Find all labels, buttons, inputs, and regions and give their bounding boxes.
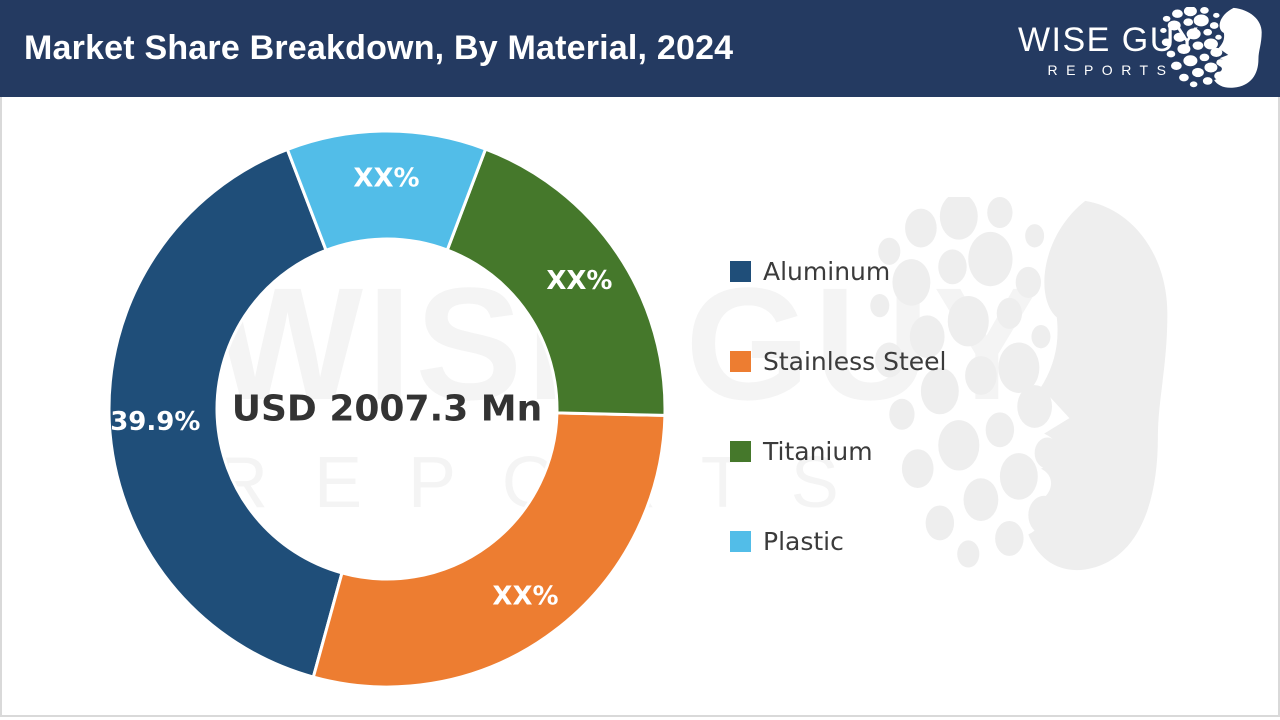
legend-label: Plastic (763, 526, 844, 556)
logo-dot (1177, 43, 1191, 55)
logo-dot (1209, 22, 1219, 29)
logo-dot (1031, 325, 1051, 349)
donut-segment-plastic[interactable] (285, 129, 488, 252)
legend-item-plastic[interactable]: Plastic (730, 525, 844, 557)
segment-label: 39.9% (110, 407, 200, 437)
logo-dot (1202, 77, 1213, 85)
logo-dot (1200, 7, 1209, 14)
logo-dot (1183, 7, 1197, 17)
logo-dot (1204, 62, 1218, 73)
segment-label: XX% (353, 163, 419, 193)
logo-dot (1160, 28, 1167, 34)
legend-label: Aluminum (763, 256, 891, 286)
logo-dot (1183, 18, 1194, 26)
legend: Aluminum Stainless Steel Titanium Plastic (730, 97, 1030, 715)
donut-segment-titanium[interactable] (445, 147, 667, 417)
donut-center-value: USD 2007.3 Mn (231, 388, 543, 430)
legend-label: Stainless Steel (763, 346, 947, 376)
page-title: Market Share Breakdown, By Material, 202… (24, 29, 734, 67)
face-profile-icon (1214, 7, 1262, 88)
logo-dot (1186, 28, 1201, 40)
logo-dot (1173, 32, 1186, 42)
logo-dot (1203, 38, 1218, 50)
logo-dot (1213, 12, 1220, 18)
logo-dot (1162, 15, 1171, 22)
logo-dot (1210, 47, 1223, 57)
wise-guy-reports-logo: WISE GUY REPORTS (1018, 4, 1266, 94)
logo-dotted-face-icon (1160, 7, 1262, 88)
legend-item-stainless-steel[interactable]: Stainless Steel (730, 345, 946, 377)
donut-segment-stainless-steel[interactable] (311, 411, 667, 689)
segment-label: XX% (492, 581, 558, 611)
legend-swatch (730, 260, 751, 282)
logo-dot (1179, 73, 1189, 82)
logo-dot (1028, 495, 1060, 535)
chart-area: WISE GUY REPORTS 39.9%XX%XX%XX% USD 2007… (0, 97, 1280, 717)
logo-dot (1161, 38, 1172, 47)
legend-swatch (730, 350, 751, 372)
logo-dot (1170, 61, 1182, 70)
logo-dot (1172, 9, 1183, 18)
legend-swatch (730, 530, 751, 552)
logo-dot (1193, 14, 1209, 27)
face-profile-icon (1028, 200, 1168, 571)
legend-label: Titanium (763, 436, 873, 466)
logo-dot (1215, 34, 1222, 40)
logo-dot (1034, 437, 1060, 469)
logo-dot (1192, 41, 1204, 50)
donut-segment-aluminum[interactable] (107, 147, 344, 679)
logo-dot (1167, 20, 1181, 31)
header: Market Share Breakdown, By Material, 202… (0, 0, 1280, 97)
logo-dot (1192, 67, 1204, 78)
logo-dot (1189, 81, 1198, 88)
donut-chart: 39.9% XX% XX% XX% (107, 129, 667, 689)
legend-swatch (730, 440, 751, 462)
logo-subtitle: REPORTS (1047, 61, 1175, 78)
logo-dot (1203, 28, 1212, 36)
logo-dot (1199, 53, 1210, 62)
logo-dot (1166, 50, 1176, 58)
logo-dot (1183, 55, 1198, 67)
legend-item-titanium[interactable]: Titanium (730, 435, 873, 467)
legend-item-aluminum[interactable]: Aluminum (730, 255, 890, 287)
segment-label: XX% (546, 266, 612, 296)
